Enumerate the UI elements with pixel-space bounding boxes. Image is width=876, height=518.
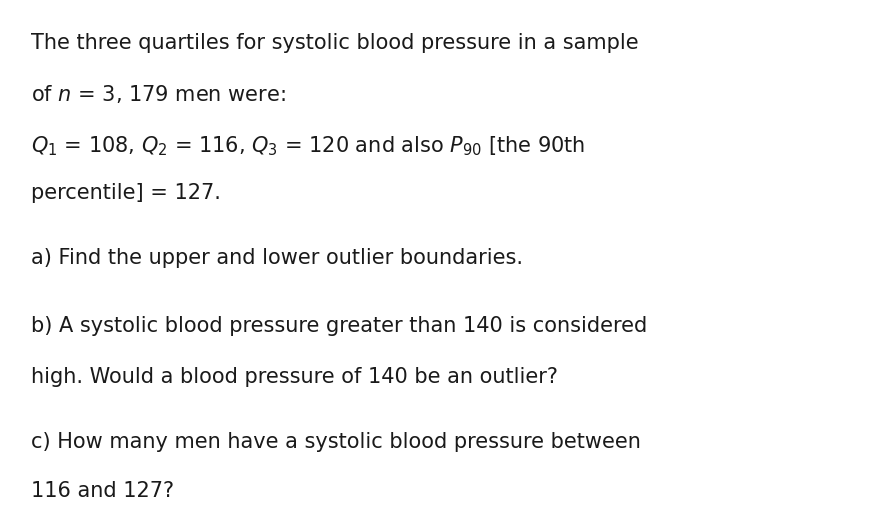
Text: of $n$ = 3, 179 men were:: of $n$ = 3, 179 men were: <box>31 83 286 105</box>
Text: a) Find the upper and lower outlier boundaries.: a) Find the upper and lower outlier boun… <box>31 248 523 268</box>
Text: percentile] = 127.: percentile] = 127. <box>31 183 221 204</box>
Text: 116 and 127?: 116 and 127? <box>31 481 173 501</box>
Text: $Q_1$ = 108, $Q_2$ = 116, $Q_3$ = 120 and also $P_{90}$ [the 90th: $Q_1$ = 108, $Q_2$ = 116, $Q_3$ = 120 an… <box>31 135 585 159</box>
Text: The three quartiles for systolic blood pressure in a sample: The three quartiles for systolic blood p… <box>31 33 639 53</box>
Text: c) How many men have a systolic blood pressure between: c) How many men have a systolic blood pr… <box>31 432 640 452</box>
Text: b) A systolic blood pressure greater than 140 is considered: b) A systolic blood pressure greater tha… <box>31 315 646 336</box>
Text: high. Would a blood pressure of 140 be an outlier?: high. Would a blood pressure of 140 be a… <box>31 367 558 387</box>
